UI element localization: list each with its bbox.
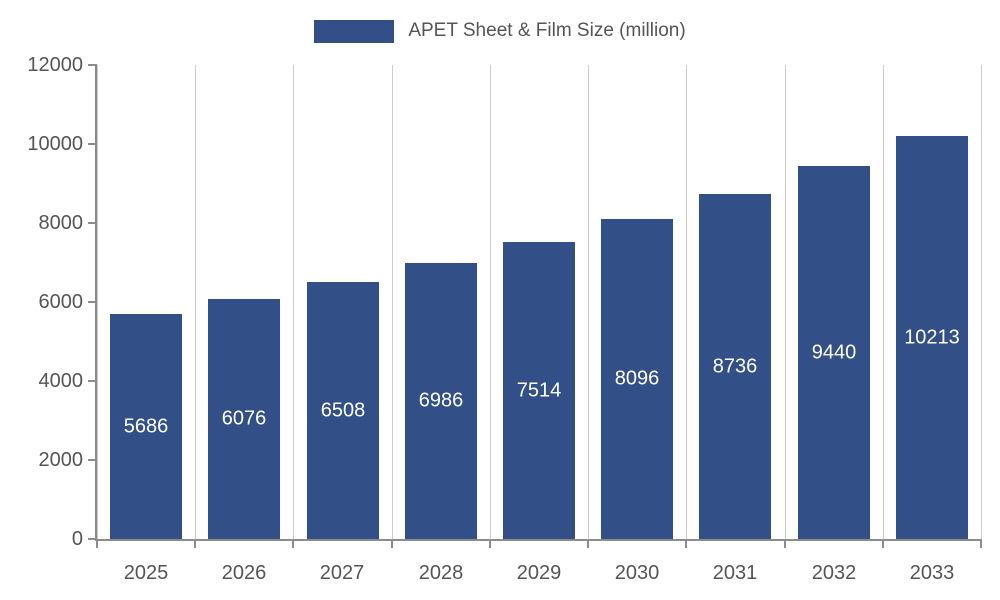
x-axis-category-label: 2031 (712, 562, 758, 584)
bar: 9440 (798, 166, 870, 539)
y-axis-tick (88, 459, 97, 461)
bar-value-label: 8736 (712, 355, 758, 377)
x-axis-tick (489, 539, 491, 548)
y-axis-tick-label: 10000 (27, 133, 83, 155)
vertical-gridline (883, 65, 884, 539)
bar: 6508 (307, 282, 379, 539)
y-axis-tick (88, 64, 97, 66)
legend-swatch (314, 19, 395, 43)
vertical-gridline (392, 65, 393, 539)
x-axis-tick (587, 539, 589, 548)
bar: 10213 (896, 136, 968, 539)
bar-value-label: 7514 (516, 379, 562, 401)
bar: 6076 (208, 299, 280, 539)
bar: 5686 (110, 314, 182, 539)
vertical-gridline (785, 65, 786, 539)
x-axis-tick (391, 539, 393, 548)
x-axis-category-label: 2032 (811, 562, 857, 584)
x-axis-tick (882, 539, 884, 548)
x-axis-tick (980, 539, 982, 548)
y-axis-tick-label: 6000 (38, 291, 84, 313)
bar-value-label: 8096 (614, 367, 660, 390)
y-axis-tick (88, 222, 97, 224)
vertical-gridline (97, 65, 98, 539)
y-axis-tick-label: 4000 (38, 370, 84, 392)
y-axis-tick (88, 538, 97, 540)
y-axis-tick-label: 0 (71, 528, 83, 550)
x-axis-tick (96, 539, 98, 548)
vertical-gridline (588, 65, 589, 539)
vertical-gridline (686, 65, 687, 539)
bar-value-label: 6076 (221, 407, 267, 430)
vertical-gridline (195, 65, 196, 539)
x-axis-tick (784, 539, 786, 548)
x-axis-category-label: 2030 (614, 562, 660, 584)
x-axis-category-label: 2028 (418, 562, 464, 584)
y-axis-tick (88, 301, 97, 303)
bar: 6986 (405, 263, 477, 539)
bar-value-label: 9440 (811, 341, 857, 363)
bar-value-label: 10213 (904, 326, 960, 348)
legend-label: APET Sheet & Film Size (million) (408, 20, 686, 41)
x-axis-category-label: 2026 (221, 562, 267, 584)
y-axis-tick-label: 12000 (27, 54, 83, 76)
plot-area: 0 2000 4000 6000 8000 10000 12000 5686 2025 6076 2… (27, 54, 982, 584)
y-axis-tick-label: 8000 (38, 212, 84, 234)
bar-value-label: 5686 (123, 415, 169, 437)
vertical-gridline (293, 65, 294, 539)
x-axis-tick (685, 539, 687, 548)
x-axis-category-label: 2027 (319, 562, 365, 584)
bar-value-label: 6986 (418, 389, 464, 412)
bar: 7514 (503, 242, 575, 539)
x-axis-category-label: 2033 (909, 562, 955, 584)
bar: 8736 (699, 194, 771, 539)
vertical-gridline (490, 65, 491, 539)
vertical-gridline (981, 65, 982, 539)
bar: 8096 (601, 219, 673, 539)
y-axis-tick (88, 380, 97, 382)
x-axis-tick (194, 539, 196, 548)
x-axis-tick (292, 539, 294, 548)
legend[interactable]: APET Sheet & Film Size (million) (0, 17, 1000, 45)
y-axis-tick-label: 2000 (38, 449, 84, 471)
x-axis-category-label: 2025 (123, 562, 169, 584)
x-axis-category-label: 2029 (516, 562, 562, 584)
bar-value-label: 6508 (320, 399, 366, 421)
y-axis-tick (88, 143, 97, 145)
